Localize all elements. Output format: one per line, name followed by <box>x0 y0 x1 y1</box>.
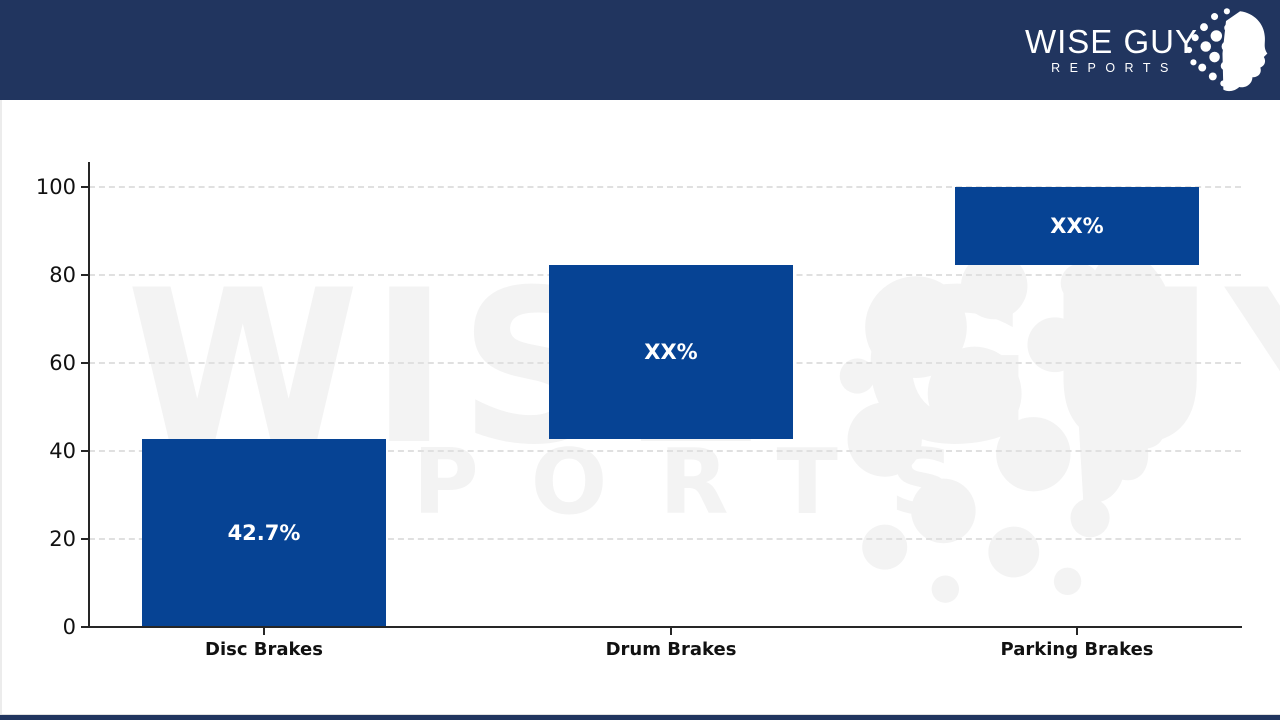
bar-value-label: XX% <box>1050 213 1104 238</box>
y-gridline <box>89 186 1241 188</box>
y-axis-tick-label: 100 <box>35 175 76 199</box>
y-axis-tick <box>81 538 89 540</box>
y-axis-tick <box>81 626 89 628</box>
x-category-label: Disc Brakes <box>205 639 323 660</box>
watermark-dotted-head <box>839 244 1179 603</box>
y-axis-tick-label: 20 <box>49 527 76 551</box>
header-bar <box>0 0 1280 100</box>
x-axis-tick <box>1076 628 1078 635</box>
y-axis-tick-label: 80 <box>49 263 76 287</box>
dotted-head-icon <box>1185 8 1268 92</box>
x-axis-line <box>88 626 1242 628</box>
footer-bar <box>0 715 1280 720</box>
bar-parking-brakes <box>955 187 1199 265</box>
y-axis-line <box>88 162 90 628</box>
y-axis-tick-label: 0 <box>62 615 76 639</box>
x-axis-tick <box>670 628 672 635</box>
logo-text: WISE GUY REPORTS <box>1025 25 1198 75</box>
y-axis-tick <box>81 450 89 452</box>
y-axis-tick-label: 40 <box>49 439 76 463</box>
x-category-label: Drum Brakes <box>605 639 737 660</box>
bar-disc-brakes <box>142 439 386 627</box>
y-axis-tick-label: 60 <box>49 351 76 375</box>
wise-guy-reports-logo: WISE GUY REPORTS <box>1025 5 1270 95</box>
bar-drum-brakes <box>549 264 793 440</box>
y-axis-tick <box>81 362 89 364</box>
y-axis-tick <box>81 186 89 188</box>
logo-subtitle: REPORTS <box>1051 60 1178 75</box>
logo-wordmark: WISE GUY <box>1024 23 1198 61</box>
x-category-label: Parking Brakes <box>1000 639 1154 660</box>
x-axis-tick <box>263 628 265 635</box>
bar-value-label: 42.7% <box>227 521 301 546</box>
y-gridline <box>89 538 1241 540</box>
left-border <box>0 100 2 714</box>
footer-divider <box>0 714 1280 715</box>
bar-value-label: XX% <box>644 340 698 364</box>
y-gridline <box>89 450 1241 452</box>
y-axis-tick <box>81 274 89 276</box>
